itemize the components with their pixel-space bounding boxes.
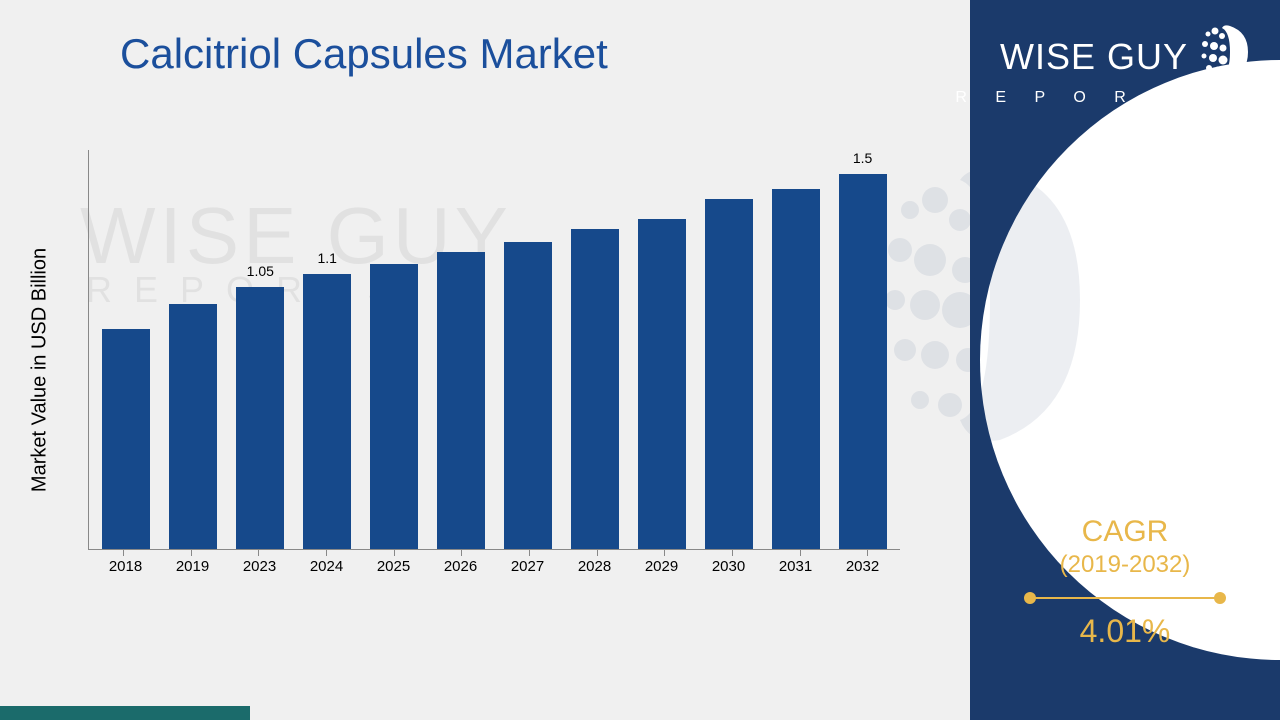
y-axis-label: Market Value in USD Billion — [29, 248, 52, 492]
main-panel: WISE GUY REPORTS Calcitriol Capsules Mar… — [0, 0, 970, 720]
bar-value-label: 1.05 — [247, 263, 274, 279]
bars-container: 1.05 1.1 1.5 — [89, 150, 900, 549]
bar-wrap — [93, 150, 160, 549]
bar — [772, 189, 820, 549]
x-tick-label: 2026 — [427, 552, 494, 575]
x-tick-label: 2023 — [226, 552, 293, 575]
x-tick-label: 2019 — [159, 552, 226, 575]
bar — [437, 252, 485, 550]
bar — [638, 219, 686, 549]
cagr-value: 4.01% — [970, 613, 1280, 650]
chart-title: Calcitriol Capsules Market — [120, 30, 608, 78]
x-axis-labels: 2018201920232024202520262027202820292030… — [88, 552, 900, 575]
bar-wrap — [695, 150, 762, 549]
plot: 1.05 1.1 1.5 — [88, 150, 900, 550]
cagr-range: (2019-2032) — [970, 551, 1280, 579]
right-panel: WISE GUY R E P O R T S CAGR (2019-2032) … — [970, 0, 1280, 720]
bar — [236, 287, 284, 550]
x-tick-label: 2025 — [360, 552, 427, 575]
bar-wrap: 1.5 — [829, 150, 896, 549]
bar-value-label: 1.5 — [853, 150, 872, 166]
logo-line1: WISE GUY — [1000, 22, 1250, 91]
bar — [839, 174, 887, 549]
bar — [504, 242, 552, 550]
bar — [571, 229, 619, 549]
x-tick-label: 2027 — [494, 552, 561, 575]
bar — [102, 329, 150, 549]
logo-line2: R E P O R T S — [890, 89, 1280, 107]
bar-wrap — [160, 150, 227, 549]
x-tick-label: 2018 — [92, 552, 159, 575]
cagr-block: CAGR (2019-2032) 4.01% — [970, 515, 1280, 650]
chart-area: Market Value in USD Billion 1.051.11.5 2… — [80, 150, 900, 590]
bar-wrap: 1.1 — [294, 150, 361, 549]
bar-wrap — [628, 150, 695, 549]
x-tick-label: 2028 — [561, 552, 628, 575]
logo: WISE GUY R E P O R T S — [970, 22, 1280, 107]
x-tick-label: 2032 — [829, 552, 896, 575]
cagr-divider — [1030, 597, 1220, 599]
bar-wrap — [495, 150, 562, 549]
bar-wrap — [762, 150, 829, 549]
cagr-title: CAGR — [970, 515, 1280, 549]
bar — [370, 264, 418, 549]
x-tick-label: 2031 — [762, 552, 829, 575]
bottom-accent-bar — [0, 706, 250, 720]
bar-wrap — [428, 150, 495, 549]
x-tick-label: 2024 — [293, 552, 360, 575]
x-tick-label: 2029 — [628, 552, 695, 575]
logo-head-icon — [1196, 22, 1250, 91]
bar-wrap: 1.05 — [227, 150, 294, 549]
bar — [303, 274, 351, 549]
bar-wrap — [361, 150, 428, 549]
x-tick-label: 2030 — [695, 552, 762, 575]
bar-value-label: 1.1 — [317, 250, 336, 266]
bar — [169, 304, 217, 549]
logo-text-main: WISE GUY — [1000, 36, 1188, 78]
bar-wrap — [561, 150, 628, 549]
bar — [705, 199, 753, 549]
